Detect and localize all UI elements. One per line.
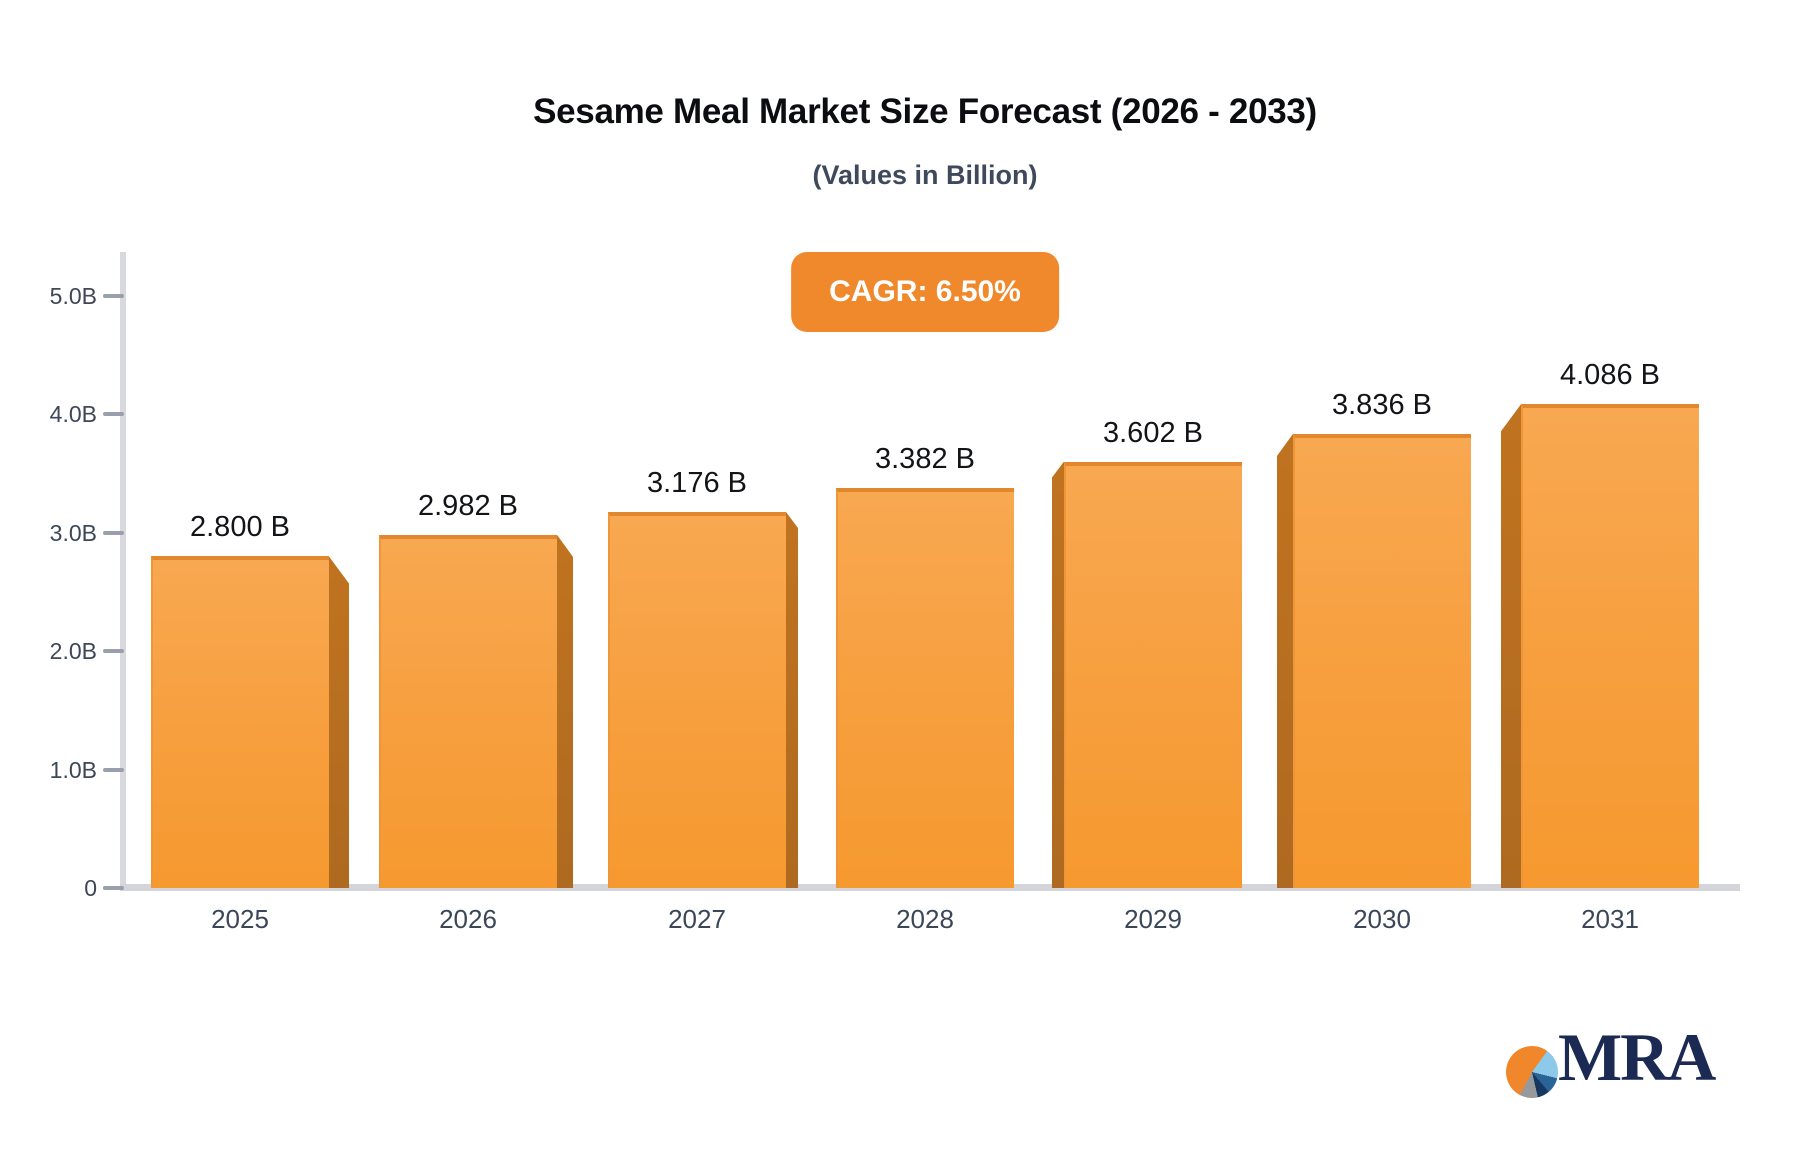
bar-value-label: 3.382 B <box>875 442 975 475</box>
bar-value-label: 3.176 B <box>647 466 747 499</box>
bar-2028 <box>836 487 1014 888</box>
y-tick-dash <box>103 412 124 417</box>
bar-side-face <box>786 511 798 888</box>
y-axis-tick-label: 0 <box>84 875 97 901</box>
x-axis-label-2027: 2027 <box>668 904 726 934</box>
chart-subtitle: (Values in Billion) <box>812 160 1038 190</box>
logo-text: MRA <box>1558 1019 1716 1095</box>
bar-2031 <box>1521 404 1699 888</box>
y-axis-tick-label: 3.0B <box>49 519 97 546</box>
y-tick-dash <box>103 767 124 772</box>
y-axis-line <box>120 252 126 891</box>
x-axis-label-2028: 2028 <box>896 904 954 934</box>
y-tick-dash <box>103 886 124 890</box>
bar-value-label: 2.982 B <box>418 489 518 522</box>
x-axis-label-2026: 2026 <box>439 904 497 934</box>
y-axis-tick-label: 5.0B <box>49 283 97 309</box>
bar-side-face <box>1052 461 1064 888</box>
bar-2030 <box>1293 433 1471 888</box>
bar-2025 <box>151 556 329 888</box>
y-axis-tick-label: 2.0B <box>49 638 97 665</box>
y-axis-tick-label: 4.0B <box>49 401 97 428</box>
chart-title: Sesame Meal Market Size Forecast (2026 -… <box>533 92 1317 131</box>
y-axis-tick-label: 1.0B <box>49 756 97 783</box>
y-tick-dash <box>103 530 124 535</box>
bar-value-label: 3.836 B <box>1332 388 1432 421</box>
bar-value-label: 4.086 B <box>1560 359 1660 392</box>
bar-side-face <box>329 556 349 888</box>
x-axis-label-2031: 2031 <box>1581 904 1639 934</box>
x-axis-label-2029: 2029 <box>1124 904 1182 934</box>
bar-side-face <box>1501 404 1521 888</box>
y-tick-dash <box>103 294 124 298</box>
cagr-badge: CAGR: 6.50% <box>791 252 1059 332</box>
bar-2026 <box>379 534 557 888</box>
bar-value-label: 3.602 B <box>1103 416 1203 449</box>
pie-chart-logo-icon <box>1506 1046 1558 1098</box>
bar-2027 <box>608 511 786 888</box>
x-axis-label-2025: 2025 <box>211 904 269 934</box>
bar-2029 <box>1064 461 1242 888</box>
bar-value-label: 2.800 B <box>190 511 290 544</box>
bar-side-face <box>557 534 573 888</box>
bar-side-face <box>1277 433 1293 888</box>
mra-logo: MRA <box>1500 1019 1770 1118</box>
x-axis-label-2030: 2030 <box>1353 904 1411 934</box>
y-tick-dash <box>103 649 124 654</box>
